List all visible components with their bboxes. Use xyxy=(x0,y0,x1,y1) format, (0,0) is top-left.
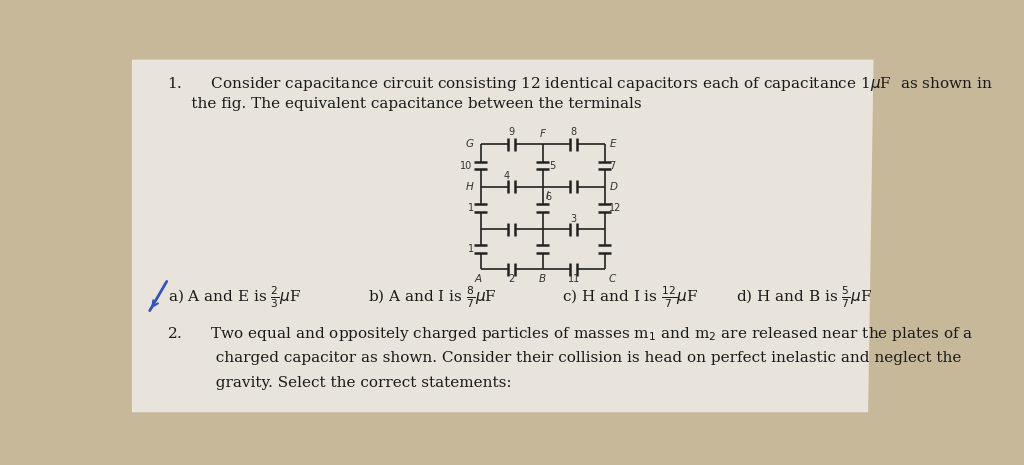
Text: 9: 9 xyxy=(509,126,515,137)
Text: H: H xyxy=(466,182,474,192)
Text: gravity. Select the correct statements:: gravity. Select the correct statements: xyxy=(167,376,511,390)
Text: 4: 4 xyxy=(503,171,509,180)
Text: G: G xyxy=(466,140,474,149)
Text: 10: 10 xyxy=(460,160,472,171)
Text: 6: 6 xyxy=(545,192,551,202)
Text: 8: 8 xyxy=(570,126,577,137)
Text: 1.      Consider capacitance circuit consisting 12 identical capacitors each of : 1. Consider capacitance circuit consisti… xyxy=(167,75,992,93)
Text: d) H and B is $\frac{5}{7}$$\mu$F: d) H and B is $\frac{5}{7}$$\mu$F xyxy=(736,284,872,310)
Text: 12: 12 xyxy=(609,203,622,213)
Text: 7: 7 xyxy=(609,160,615,171)
Text: 1: 1 xyxy=(468,203,474,213)
Text: charged capacitor as shown. Consider their collision is head on perfect inelasti: charged capacitor as shown. Consider the… xyxy=(167,351,962,365)
Text: A: A xyxy=(475,274,482,284)
Text: I: I xyxy=(546,191,549,200)
Text: 11: 11 xyxy=(567,274,580,285)
Text: 2: 2 xyxy=(509,274,515,285)
Text: 3: 3 xyxy=(570,213,577,224)
Text: a) A and E is $\frac{2}{3}$$\mu$F: a) A and E is $\frac{2}{3}$$\mu$F xyxy=(168,284,301,310)
Text: B: B xyxy=(539,274,546,284)
Polygon shape xyxy=(132,60,873,412)
Text: b) A and I is $\frac{8}{7}$$\mu$F: b) A and I is $\frac{8}{7}$$\mu$F xyxy=(369,284,497,310)
Text: 1: 1 xyxy=(468,244,474,254)
Text: 2.      Two equal and oppositely charged particles of masses m$_1$ and m$_2$ are: 2. Two equal and oppositely charged part… xyxy=(167,326,974,343)
Text: C: C xyxy=(608,274,615,284)
Text: F: F xyxy=(540,129,546,139)
Text: 5: 5 xyxy=(549,160,555,171)
Text: E: E xyxy=(610,140,616,149)
Text: D: D xyxy=(610,182,618,192)
Text: c) H and I is $\frac{12}{7}$$\mu$F: c) H and I is $\frac{12}{7}$$\mu$F xyxy=(562,284,698,310)
Text: the fig. The equivalent capacitance between the terminals: the fig. The equivalent capacitance betw… xyxy=(167,97,641,111)
